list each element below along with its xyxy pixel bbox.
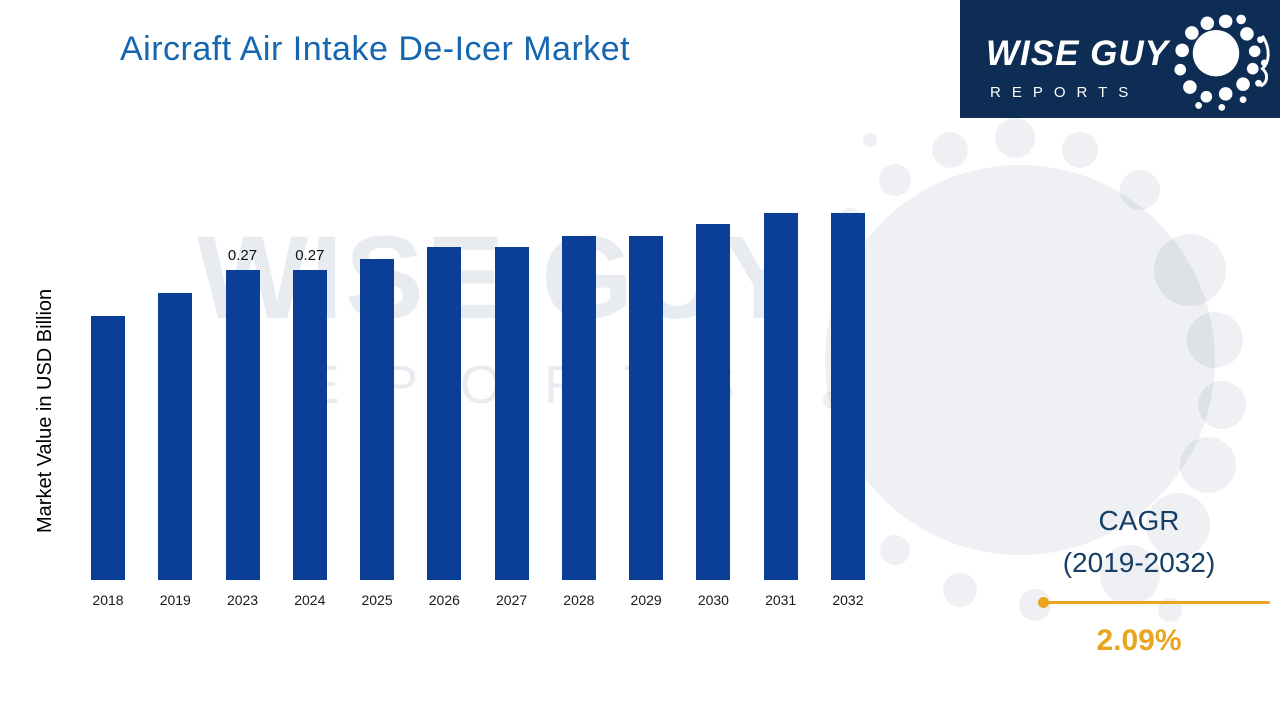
bar-group: 0.27 2024 xyxy=(280,190,340,608)
x-axis-tick-label: 2019 xyxy=(159,592,191,608)
bar xyxy=(830,213,865,580)
x-axis-tick-label: 2018 xyxy=(92,592,124,608)
bar xyxy=(763,213,798,580)
bar xyxy=(696,224,731,580)
x-axis-tick-label: 2032 xyxy=(832,592,864,608)
chart-title: Aircraft Air Intake De-Icer Market xyxy=(120,30,631,68)
x-axis-tick-label: 2023 xyxy=(226,592,259,608)
x-axis-tick-label: 2029 xyxy=(630,592,662,608)
bar-group: 2030 xyxy=(683,190,743,608)
bar-group: 2027 xyxy=(482,190,542,608)
bar-group: 0.27 2023 xyxy=(213,190,273,608)
brand-logo: WISE GUY REPORTS xyxy=(960,0,1280,118)
cagr-value: 2.09% xyxy=(1096,624,1182,657)
bar-group: 2018 xyxy=(78,190,138,608)
bar-group: 2032 xyxy=(818,190,878,608)
x-axis-tick-label: 2024 xyxy=(294,592,326,608)
cagr-annotation: CAGR (2019-2032) 2.09% xyxy=(1008,505,1270,658)
x-axis-tick-label: 2026 xyxy=(428,592,460,608)
bar-value-label: 0.27 xyxy=(227,247,258,264)
bar-group: 2025 xyxy=(347,190,407,608)
bar xyxy=(292,270,327,580)
bar xyxy=(629,236,664,580)
bar xyxy=(91,316,125,580)
x-axis-tick-label: 2025 xyxy=(361,592,393,608)
bar xyxy=(225,270,260,580)
bar xyxy=(360,259,395,580)
cagr-range: (2019-2032) xyxy=(1062,547,1216,578)
x-axis-tick-label: 2027 xyxy=(496,592,528,608)
brand-logo-head-icon xyxy=(1158,6,1274,119)
cagr-divider-dot xyxy=(1038,597,1049,608)
bar xyxy=(158,293,193,580)
bar xyxy=(494,247,529,580)
x-axis-tick-label: 2030 xyxy=(697,592,729,608)
bar-group: 2029 xyxy=(616,190,676,608)
bar-group: 2031 xyxy=(751,190,811,608)
cagr-divider xyxy=(1038,597,1270,608)
brand-logo-name: WISE GUY xyxy=(986,34,1170,73)
cagr-label: CAGR xyxy=(1098,505,1180,536)
bar-group: 2026 xyxy=(414,190,474,608)
bar xyxy=(427,247,462,580)
bar-group: 2028 xyxy=(549,190,609,608)
x-axis-tick-label: 2031 xyxy=(765,592,797,608)
bar-value-label: 0.27 xyxy=(295,247,325,264)
x-axis-tick-label: 2028 xyxy=(563,592,595,608)
bar-chart: 2018 2019 0.27 2023 0.27 2024 2025 2026 2027 2028… xyxy=(78,190,878,608)
bar xyxy=(561,236,596,580)
bar-group: 2019 xyxy=(145,190,205,608)
brand-logo-subtitle: REPORTS xyxy=(990,84,1140,101)
y-axis-label: Market Value in USD Billion xyxy=(34,288,56,533)
